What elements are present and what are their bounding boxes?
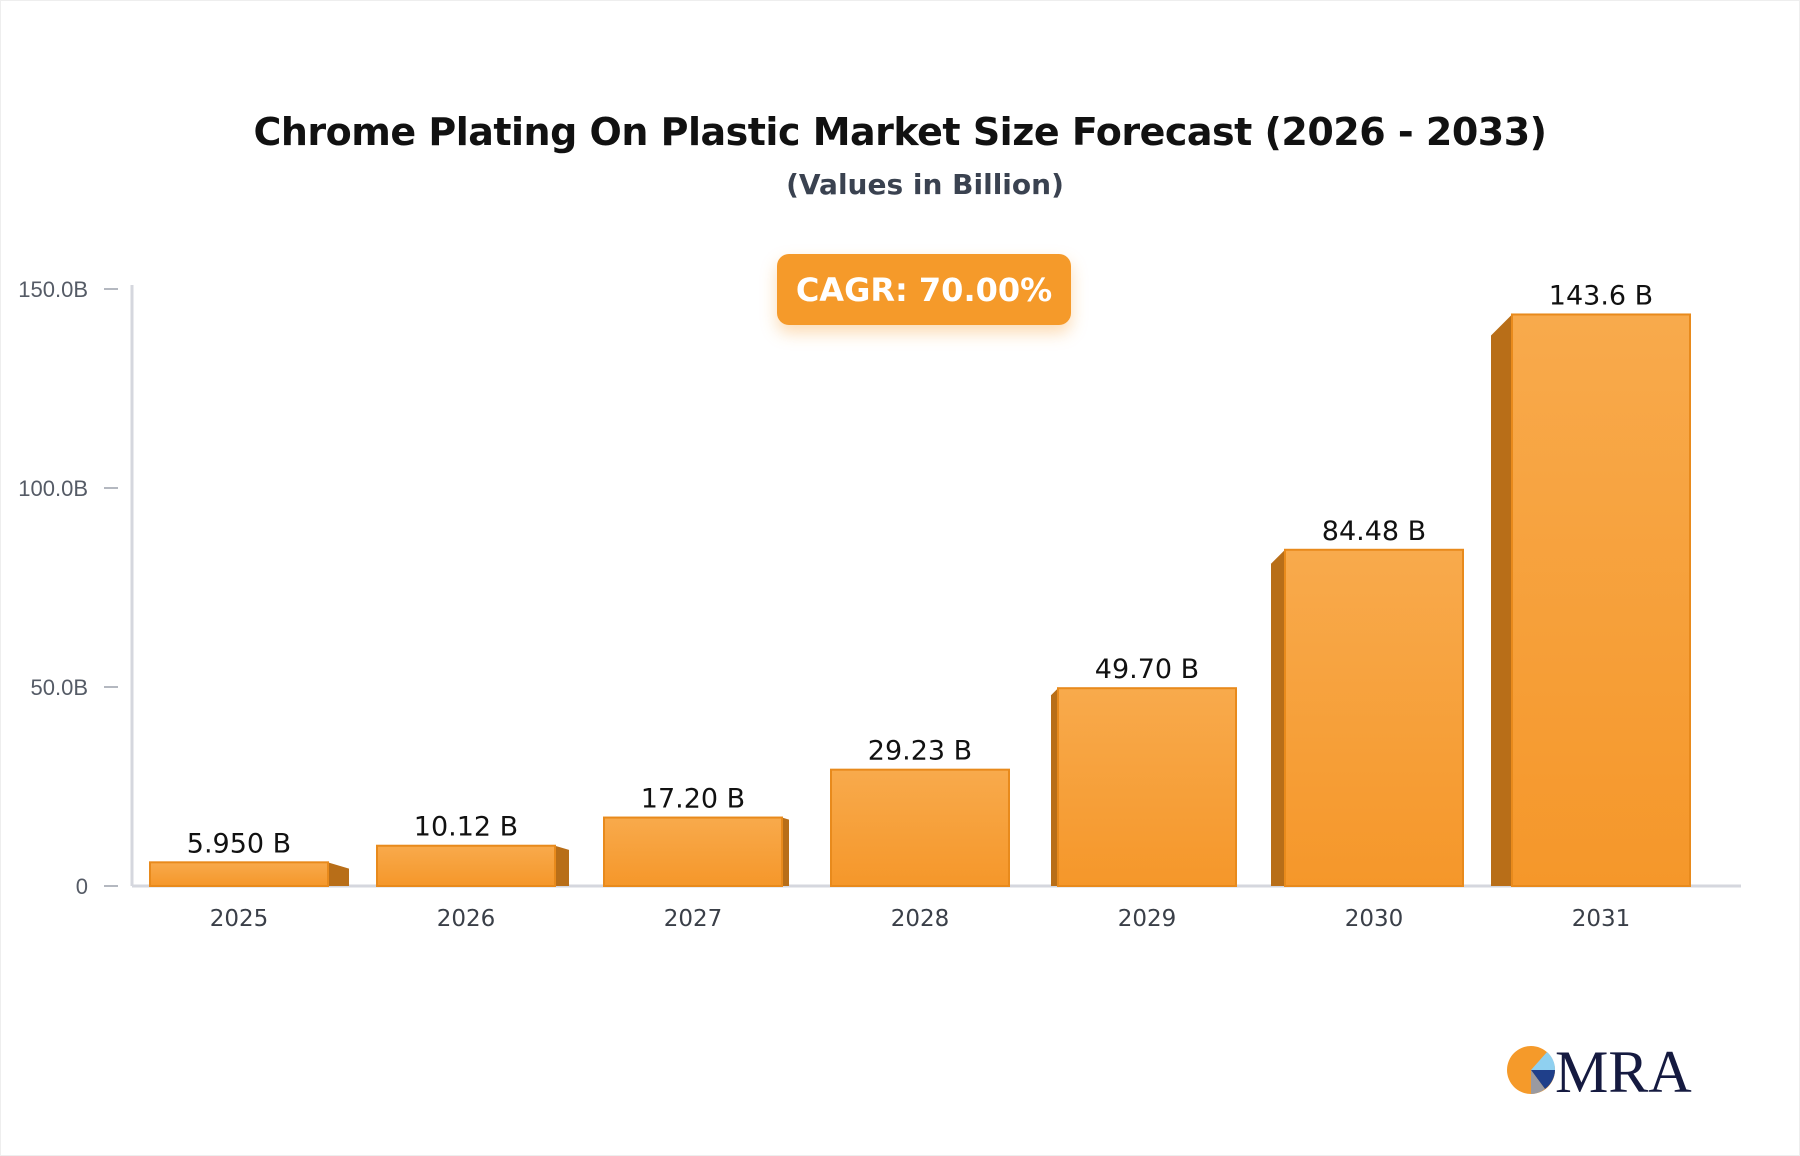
bar <box>830 768 1010 888</box>
chart-subtitle: (Values in Billion) <box>786 168 1064 201</box>
chart-title: Chrome Plating On Plastic Market Size Fo… <box>253 110 1547 154</box>
data-label: 17.20 B <box>641 784 745 815</box>
y-tick-label: 100.0B <box>18 476 88 501</box>
bar-side <box>328 862 349 886</box>
cagr-badge: CAGR: 70.00% <box>777 254 1071 325</box>
bar-side <box>1271 549 1285 886</box>
x-tick-label: 2030 <box>1345 906 1404 932</box>
mra-logo: MRA <box>1505 1040 1705 1100</box>
data-label: 5.950 B <box>187 828 291 859</box>
y-tick-label: 150.0B <box>18 277 88 302</box>
x-tick-label: 2027 <box>664 906 723 932</box>
data-label: 29.23 B <box>868 736 972 767</box>
bar-side <box>1491 314 1512 886</box>
x-tick-label: 2031 <box>1572 906 1631 932</box>
bar <box>376 844 556 888</box>
bar-side <box>1051 688 1058 886</box>
data-label: 84.48 B <box>1322 516 1426 547</box>
y-tick-label: 0 <box>76 874 88 899</box>
data-label: 49.70 B <box>1095 654 1199 685</box>
x-tick-label: 2025 <box>210 906 269 932</box>
logo-text: MRA <box>1555 1040 1692 1100</box>
bar-side <box>782 817 789 886</box>
bar <box>1057 687 1237 887</box>
bar <box>603 816 783 888</box>
bar <box>1284 548 1464 887</box>
bar-side <box>555 845 569 886</box>
data-label: 143.6 B <box>1549 280 1653 311</box>
logo-pie-icon: MRA <box>1507 1040 1692 1100</box>
x-tick-label: 2026 <box>437 906 496 932</box>
x-tick-label: 2029 <box>1118 906 1177 932</box>
data-label: 10.12 B <box>414 812 518 843</box>
bar <box>1511 313 1691 887</box>
x-tick-label: 2028 <box>891 906 950 932</box>
bar <box>149 861 329 887</box>
y-tick-label: 50.0B <box>31 675 89 700</box>
